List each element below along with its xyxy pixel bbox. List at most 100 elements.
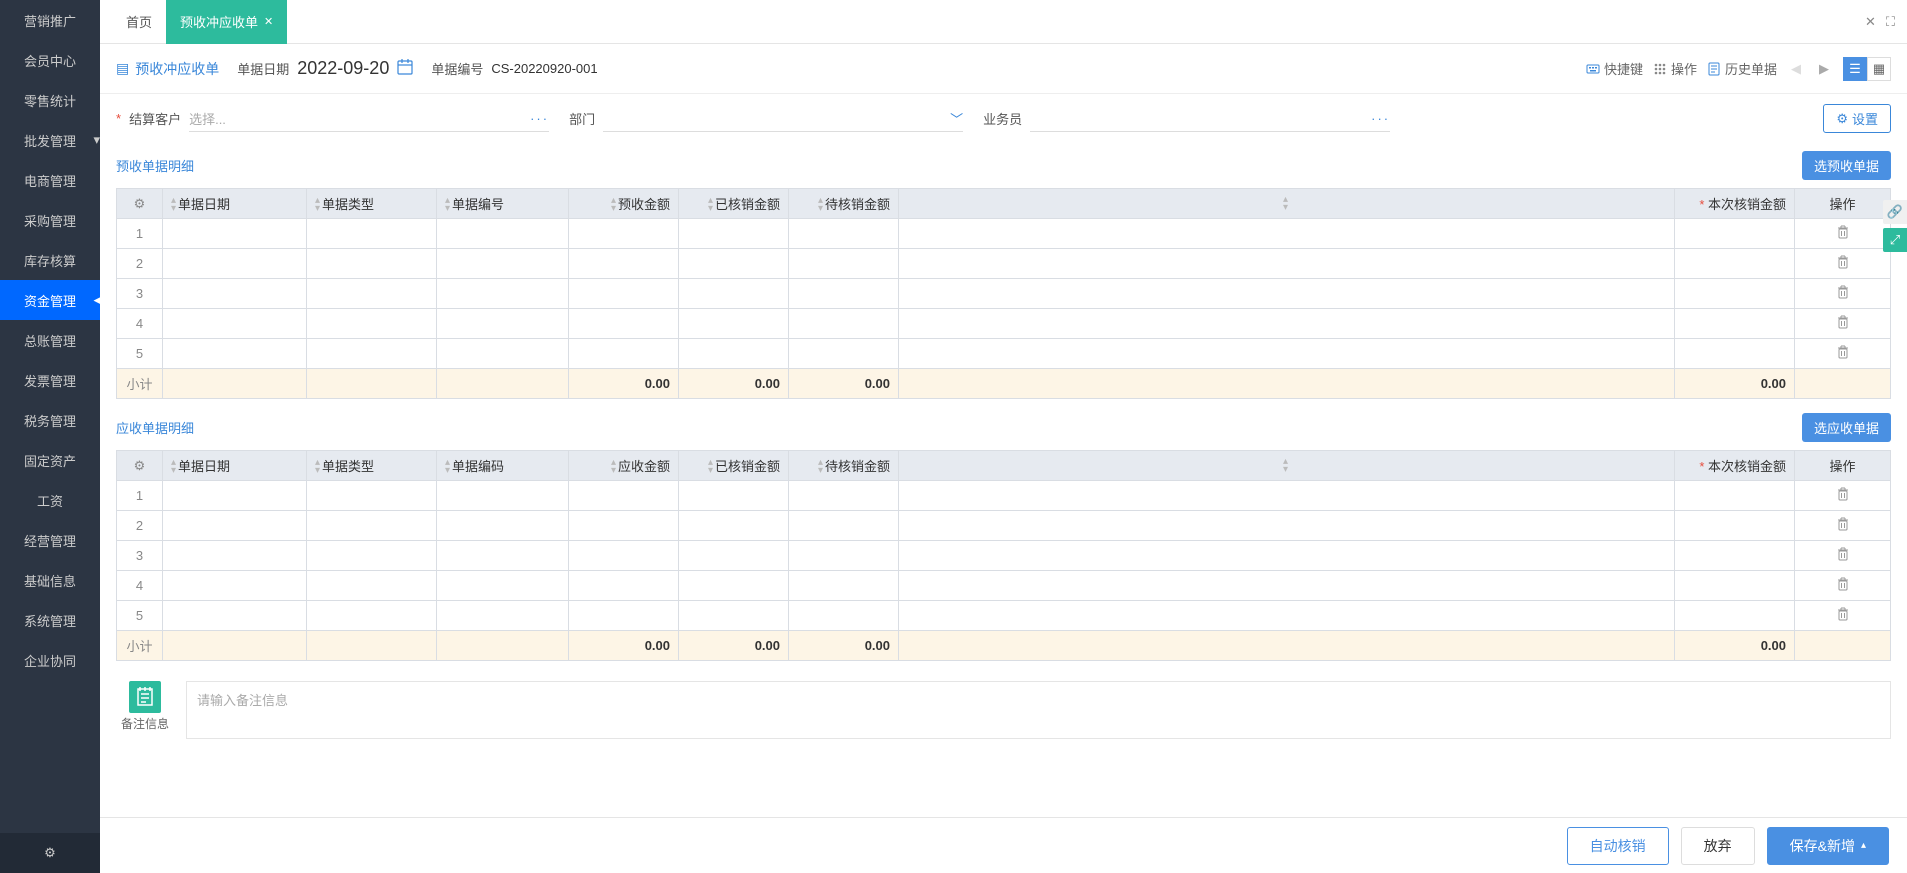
cell[interactable]: [437, 309, 569, 339]
table-row[interactable]: 3: [117, 279, 1891, 309]
cell[interactable]: [437, 481, 569, 511]
cell[interactable]: [569, 279, 679, 309]
trash-icon[interactable]: [1836, 609, 1850, 624]
cell[interactable]: [307, 309, 437, 339]
table-row[interactable]: 2: [117, 249, 1891, 279]
cell[interactable]: [899, 511, 1675, 541]
sidebar-item-invoice[interactable]: 发票管理: [0, 360, 100, 400]
tabbar-close-icon[interactable]: ✕: [1865, 14, 1876, 30]
cell[interactable]: [1675, 219, 1795, 249]
cell[interactable]: [307, 481, 437, 511]
cell[interactable]: [789, 601, 899, 631]
sidebar-item-ledger[interactable]: 总账管理: [0, 320, 100, 360]
th-gear[interactable]: ⚙: [117, 189, 163, 219]
cell[interactable]: [307, 571, 437, 601]
link-icon[interactable]: 🔗: [1883, 200, 1907, 224]
sidebar-item-retail[interactable]: 零售统计: [0, 80, 100, 120]
table-row[interactable]: 1: [117, 481, 1891, 511]
table-row[interactable]: 4: [117, 571, 1891, 601]
th-code[interactable]: ▴▾单据编码: [437, 451, 569, 481]
cell[interactable]: [789, 571, 899, 601]
cell[interactable]: [1675, 481, 1795, 511]
cell[interactable]: [437, 219, 569, 249]
dept-input[interactable]: ﹀: [603, 106, 963, 132]
cell[interactable]: [307, 279, 437, 309]
settings-button[interactable]: ⚙ 设置: [1823, 104, 1891, 133]
cell[interactable]: [569, 249, 679, 279]
cell[interactable]: [569, 571, 679, 601]
view-list-icon[interactable]: ☰: [1843, 57, 1867, 81]
cell[interactable]: [679, 249, 789, 279]
cell[interactable]: [163, 571, 307, 601]
select-prepay-button[interactable]: 选预收单据: [1802, 151, 1891, 180]
sidebar-item-inventory[interactable]: 库存核算: [0, 240, 100, 280]
sidebar-item-salary[interactable]: 工资: [0, 480, 100, 520]
cell[interactable]: [163, 249, 307, 279]
cell[interactable]: [679, 481, 789, 511]
cell[interactable]: [569, 481, 679, 511]
cell[interactable]: [569, 219, 679, 249]
cell[interactable]: [437, 279, 569, 309]
shortcut-button[interactable]: 快捷键: [1586, 59, 1643, 78]
cell[interactable]: [437, 511, 569, 541]
cell[interactable]: [569, 339, 679, 369]
cell[interactable]: [679, 601, 789, 631]
th-amt-this[interactable]: 本次核销金额: [1675, 451, 1795, 481]
th-type[interactable]: ▴▾单据类型: [307, 189, 437, 219]
sidebar-settings[interactable]: ⚙: [0, 833, 100, 873]
trash-icon[interactable]: [1836, 549, 1850, 564]
auto-verify-button[interactable]: 自动核销: [1567, 827, 1669, 865]
trash-icon[interactable]: [1836, 347, 1850, 362]
cell[interactable]: [679, 279, 789, 309]
tab-home[interactable]: 首页: [112, 0, 166, 44]
sidebar-item-asset[interactable]: 固定资产: [0, 440, 100, 480]
trash-icon[interactable]: [1836, 287, 1850, 302]
sidebar-item-system[interactable]: 系统管理: [0, 600, 100, 640]
cell[interactable]: [307, 249, 437, 279]
cell[interactable]: [163, 511, 307, 541]
th-type[interactable]: ▴▾单据类型: [307, 451, 437, 481]
th-gear[interactable]: ⚙: [117, 451, 163, 481]
sidebar-item-basic[interactable]: 基础信息: [0, 560, 100, 600]
cell[interactable]: [437, 571, 569, 601]
select-receivable-button[interactable]: 选应收单据: [1802, 413, 1891, 442]
cell[interactable]: [789, 339, 899, 369]
sidebar-item-member[interactable]: 会员中心: [0, 40, 100, 80]
table-row[interactable]: 4: [117, 309, 1891, 339]
cell[interactable]: [899, 481, 1675, 511]
th-code[interactable]: ▴▾单据编号: [437, 189, 569, 219]
th-amt-recv[interactable]: ▴▾应收金额: [569, 451, 679, 481]
table-row[interactable]: 3: [117, 541, 1891, 571]
table-row[interactable]: 1: [117, 219, 1891, 249]
cell[interactable]: [789, 249, 899, 279]
cell[interactable]: [899, 571, 1675, 601]
sales-input[interactable]: ···: [1030, 106, 1390, 132]
cell[interactable]: [789, 219, 899, 249]
cell[interactable]: [1675, 249, 1795, 279]
cell[interactable]: [789, 511, 899, 541]
cell[interactable]: [679, 541, 789, 571]
more-icon[interactable]: ···: [530, 111, 549, 126]
cell[interactable]: [163, 541, 307, 571]
sidebar-item-marketing[interactable]: 营销推广: [0, 0, 100, 40]
cell[interactable]: [789, 279, 899, 309]
th-amt-pending[interactable]: ▴▾待核销金额: [789, 189, 899, 219]
trash-icon[interactable]: [1836, 257, 1850, 272]
cell[interactable]: [307, 339, 437, 369]
cell[interactable]: [569, 309, 679, 339]
cell[interactable]: [1675, 541, 1795, 571]
cell[interactable]: [163, 601, 307, 631]
cell[interactable]: [307, 541, 437, 571]
cell[interactable]: [789, 541, 899, 571]
cell[interactable]: [437, 339, 569, 369]
cell[interactable]: [569, 541, 679, 571]
sidebar-item-ecommerce[interactable]: 电商管理: [0, 160, 100, 200]
cell[interactable]: [1675, 279, 1795, 309]
th-amt-this[interactable]: 本次核销金额: [1675, 189, 1795, 219]
sidebar-item-finance[interactable]: 资金管理◂: [0, 280, 100, 320]
th-amt-verified[interactable]: ▴▾已核销金额: [679, 189, 789, 219]
trash-icon[interactable]: [1836, 317, 1850, 332]
expand-icon[interactable]: ⤢: [1883, 228, 1907, 252]
sidebar-item-collab[interactable]: 企业协同: [0, 640, 100, 680]
cell[interactable]: [163, 219, 307, 249]
